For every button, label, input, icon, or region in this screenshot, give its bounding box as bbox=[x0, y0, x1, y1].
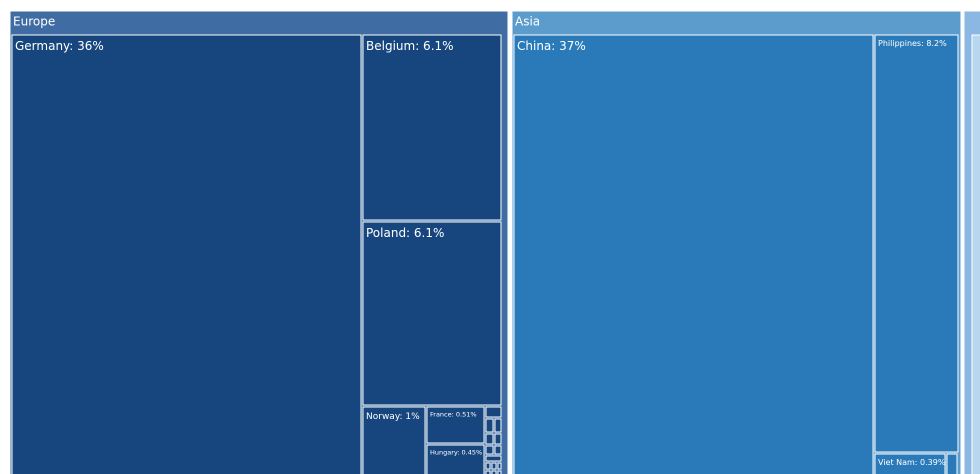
treemap-tile-europe-20 bbox=[497, 470, 502, 474]
treemap-tile-label-europe-2: Belgium: 6.1% bbox=[366, 39, 454, 53]
treemap-tile-europe-1 bbox=[11, 34, 362, 474]
treemap-tile-europe-13 bbox=[494, 445, 502, 455]
treemap-tile-label-asia-2: Philippines: 8.2% bbox=[878, 39, 947, 48]
treemap-group-label-europe: Europe bbox=[13, 15, 55, 29]
treemap-tile-europe-4 bbox=[362, 406, 426, 474]
treemap-tile-label-europe-4: Norway: 1% bbox=[366, 412, 420, 422]
treemap-tile-europe-12 bbox=[485, 445, 494, 455]
treemap-tile-europe-18 bbox=[485, 470, 491, 474]
treemap-tile-asia-2 bbox=[874, 34, 959, 453]
treemap-tile-group-3-1 bbox=[971, 34, 980, 474]
treemap-tile-asia-4 bbox=[946, 453, 958, 474]
treemap-tile-label-europe-1: Germany: 36% bbox=[15, 39, 104, 53]
treemap-tile-label-europe-6: Hungary: 0.45% bbox=[430, 449, 482, 457]
treemap-tile-label-europe-5: France: 0.51% bbox=[430, 411, 477, 419]
treemap-tile-europe-17 bbox=[497, 462, 502, 470]
treemap-tile-europe-8 bbox=[485, 418, 494, 433]
treemap-tile-europe-9 bbox=[494, 418, 502, 433]
treemap-tile-europe-10 bbox=[485, 433, 494, 445]
treemap-tile-europe-5 bbox=[426, 406, 485, 444]
treemap-tile-label-asia-1: China: 37% bbox=[517, 39, 586, 53]
treemap-tile-europe-14 bbox=[485, 455, 502, 462]
treemap-tile-asia-1 bbox=[513, 34, 874, 474]
treemap-tile-europe-19 bbox=[491, 470, 497, 474]
treemap-tile-label-europe-3: Poland: 6.1% bbox=[366, 226, 444, 240]
treemap-tile-europe-7 bbox=[485, 406, 502, 418]
treemap-tile-europe-6 bbox=[426, 444, 485, 474]
treemap-tile-europe-15 bbox=[485, 462, 491, 470]
treemap-group-label-asia: Asia bbox=[515, 15, 540, 29]
treemap-tile-label-asia-3: Viet Nam: 0.39% bbox=[878, 458, 946, 467]
treemap-tile-europe-16 bbox=[491, 462, 497, 470]
treemap-tile-asia-3 bbox=[874, 453, 946, 474]
treemap-tile-europe-3 bbox=[362, 221, 502, 406]
treemap-tile-europe-11 bbox=[494, 433, 502, 445]
treemap-tile-europe-2 bbox=[362, 34, 502, 221]
